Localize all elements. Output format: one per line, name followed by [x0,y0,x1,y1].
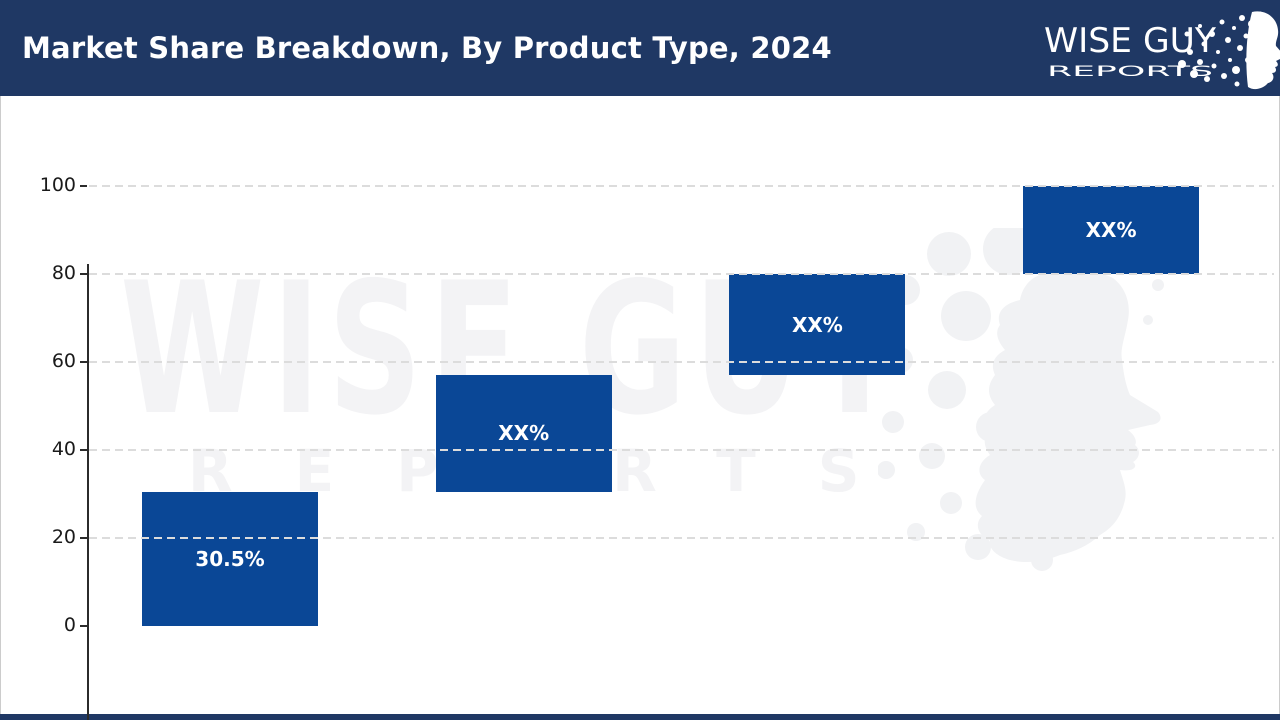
header-bar: Market Share Breakdown, By Product Type,… [0,0,1280,96]
y-axis-tick-label: 100 [39,174,76,196]
bar-value-label: XX% [1085,218,1137,242]
y-axis-tick-label: 20 [51,526,76,548]
logo-face-icon [1246,11,1280,90]
y-axis-tick [80,361,87,363]
y-axis-tick [80,449,87,451]
y-axis-tick-label: 80 [51,262,76,284]
bar-segment-3: XX% [729,274,906,376]
bar-value-label: 30.5% [195,546,265,571]
y-axis-tick [80,625,87,627]
y-axis-tick-label: 60 [51,350,76,372]
gridline-y40 [89,449,1274,451]
y-axis-spine [87,264,89,720]
footer-bar [0,714,1280,720]
gridline-y80 [89,273,1274,275]
y-axis-tick [80,537,87,539]
gridline-y100 [89,185,1274,187]
page-title: Market Share Breakdown, By Product Type,… [22,31,832,65]
logo-subtitle-text: REPORTS [1047,64,1213,80]
gridline-y60 [89,361,1274,363]
y-axis-tick [80,185,87,187]
bar-segment-1: 30.5% [142,491,318,626]
gridline-y20 [89,537,1274,539]
wise-guy-reports-logo: WISE GUY REPORTS [1044,11,1280,90]
waterfall-chart: 30.5%XX%XX%XX% 020406080100Over-the-Coun… [0,96,1280,720]
y-axis-tick [80,273,87,275]
y-axis-tick-label: 40 [51,438,76,460]
bar-value-label: XX% [791,312,843,337]
bar-segment-2: XX% [435,375,612,492]
logo-brand-text: WISE GUY [1044,21,1216,61]
bar-segment-4: XX% [1023,186,1200,274]
bar-value-label: XX% [498,421,550,446]
watermark-face-icon [878,228,1164,571]
y-axis-tick-label: 0 [63,614,76,636]
